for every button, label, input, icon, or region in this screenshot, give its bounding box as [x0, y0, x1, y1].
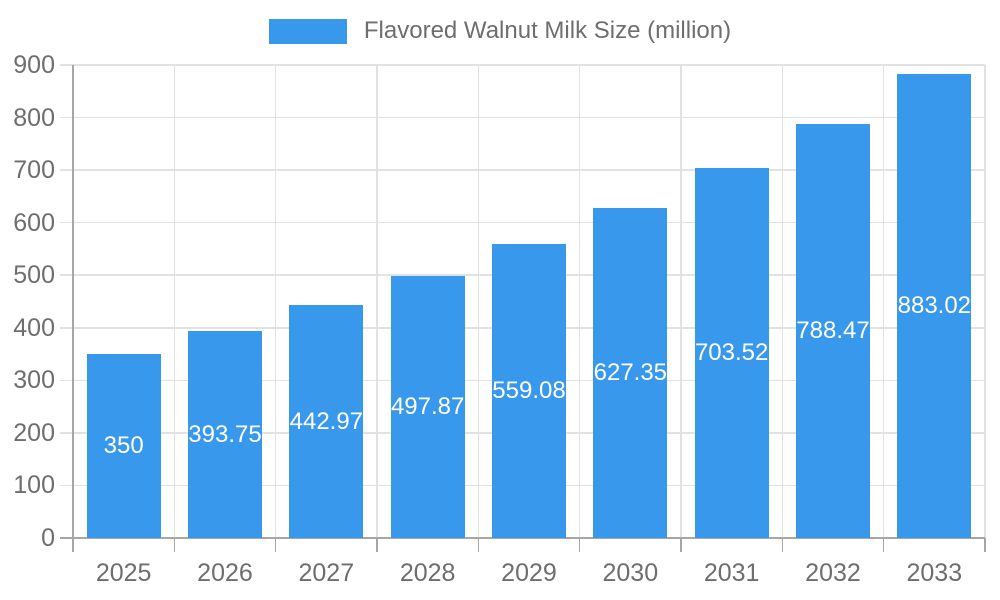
bar[interactable] — [694, 168, 769, 538]
y-axis-label: 500 — [13, 261, 55, 290]
y-axis-label: 100 — [13, 471, 55, 500]
x-axis-tick — [781, 538, 784, 552]
x-gridline — [984, 65, 986, 538]
bar[interactable] — [897, 73, 972, 538]
x-axis-label: 2030 — [602, 559, 659, 587]
x-axis-label: 2029 — [501, 559, 557, 587]
x-gridline — [578, 65, 581, 538]
x-gridline — [274, 65, 277, 538]
bar[interactable] — [188, 331, 262, 538]
x-axis-tick — [984, 538, 986, 552]
legend-label: Flavored Walnut Milk Size (million) — [363, 17, 732, 44]
y-axis-label: 900 — [13, 51, 55, 79]
bar[interactable] — [796, 123, 870, 538]
x-axis-tick — [376, 538, 378, 552]
bar[interactable] — [86, 354, 161, 538]
x-axis-label: 2032 — [805, 559, 861, 587]
x-axis-label: 2026 — [197, 559, 253, 587]
bar[interactable] — [492, 244, 566, 538]
bar[interactable] — [593, 208, 668, 538]
x-axis-tick — [680, 538, 682, 552]
x-axis-tick — [477, 538, 480, 552]
bar[interactable] — [289, 305, 364, 538]
y-axis-label: 300 — [13, 366, 55, 395]
x-gridline — [376, 65, 378, 538]
legend-swatch-icon — [268, 18, 347, 44]
x-gridline — [477, 65, 480, 538]
bar[interactable] — [390, 276, 465, 538]
x-axis-label: 2027 — [298, 559, 355, 587]
x-axis-tick — [578, 538, 581, 552]
y-gridline — [60, 169, 985, 171]
x-gridline — [173, 65, 176, 538]
y-gridline — [60, 64, 985, 66]
x-axis-label: 2028 — [399, 559, 456, 587]
x-axis-label: 2033 — [906, 559, 963, 587]
y-gridline — [60, 221, 985, 224]
legend[interactable]: Flavored Walnut Milk Size (million) — [0, 16, 1000, 46]
y-axis-line — [72, 65, 74, 552]
x-axis-tick — [882, 538, 885, 552]
y-gridline — [60, 116, 985, 119]
x-gridline — [882, 65, 885, 538]
y-axis-label: 700 — [13, 156, 55, 185]
y-axis-label: 0 — [41, 524, 55, 552]
y-axis-label: 600 — [13, 208, 55, 237]
y-axis-label: 200 — [13, 418, 55, 447]
x-gridline — [680, 65, 682, 538]
x-gridline — [781, 65, 784, 538]
y-axis-label: 800 — [13, 103, 55, 132]
x-axis-line — [60, 537, 985, 539]
x-axis-tick — [173, 538, 176, 552]
x-axis-tick — [274, 538, 277, 552]
x-axis-label: 2025 — [95, 559, 152, 587]
y-axis-label: 400 — [13, 313, 55, 342]
x-axis-label: 2031 — [703, 559, 760, 587]
